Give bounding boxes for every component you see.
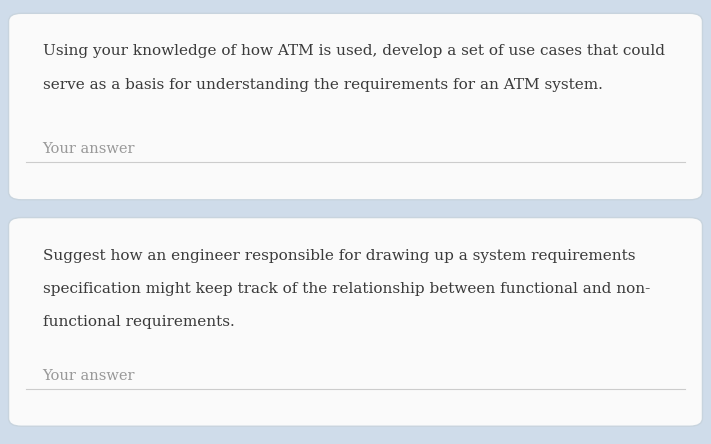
- Text: functional requirements.: functional requirements.: [43, 315, 235, 329]
- Text: Your answer: Your answer: [43, 369, 135, 383]
- FancyBboxPatch shape: [9, 13, 702, 200]
- Text: Your answer: Your answer: [43, 142, 135, 156]
- Text: Using your knowledge of how ATM is used, develop a set of use cases that could: Using your knowledge of how ATM is used,…: [43, 44, 665, 59]
- Text: serve as a basis for understanding the requirements for an ATM system.: serve as a basis for understanding the r…: [43, 78, 602, 92]
- Text: specification might keep track of the relationship between functional and non-: specification might keep track of the re…: [43, 282, 650, 296]
- FancyBboxPatch shape: [9, 218, 702, 426]
- Text: Suggest how an engineer responsible for drawing up a system requirements: Suggest how an engineer responsible for …: [43, 249, 635, 263]
